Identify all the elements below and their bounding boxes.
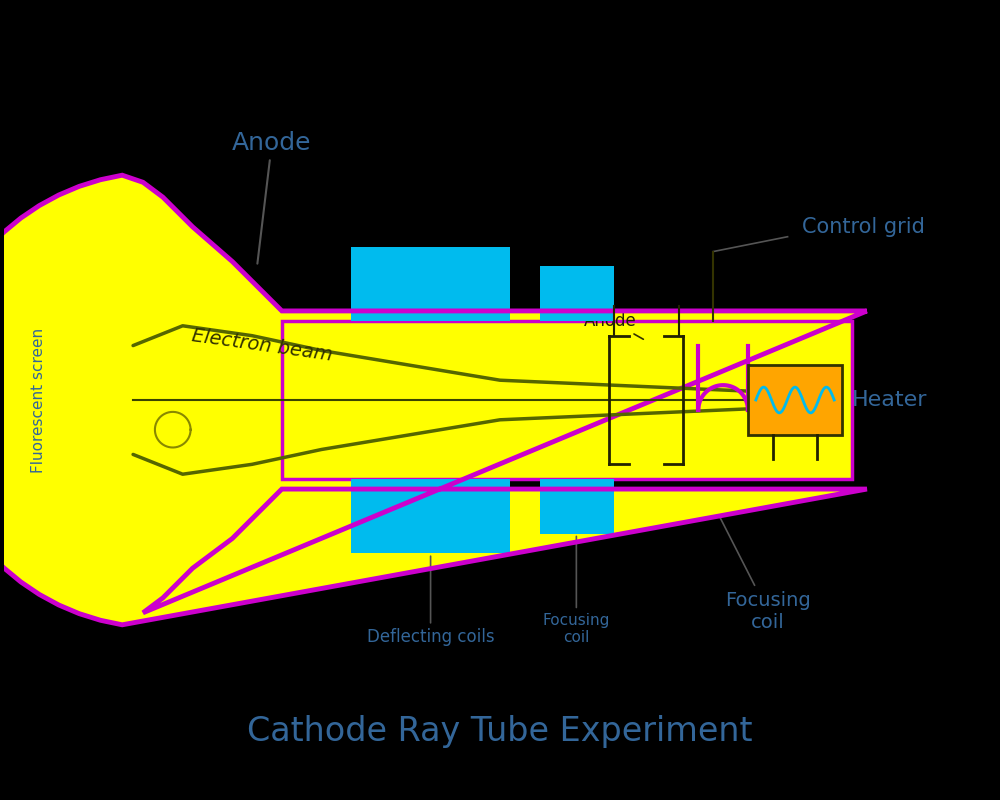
Text: Anode: Anode bbox=[232, 130, 312, 264]
Text: Deflecting coils: Deflecting coils bbox=[367, 556, 494, 646]
Polygon shape bbox=[0, 175, 867, 625]
Text: Focusing
coil: Focusing coil bbox=[719, 516, 811, 632]
Text: Fluorescent screen: Fluorescent screen bbox=[31, 327, 46, 473]
Text: Control grid: Control grid bbox=[802, 217, 925, 237]
Text: Focusing
coil: Focusing coil bbox=[543, 536, 610, 646]
Bar bbox=[351, 479, 510, 554]
Text: Electron beam: Electron beam bbox=[190, 326, 334, 365]
Text: Heater: Heater bbox=[852, 390, 928, 410]
Bar bbox=[540, 479, 614, 534]
Text: Cathode Ray Tube Experiment: Cathode Ray Tube Experiment bbox=[247, 715, 753, 748]
Bar bbox=[540, 266, 614, 321]
Bar bbox=[748, 366, 842, 434]
Text: Anode: Anode bbox=[584, 312, 643, 339]
Polygon shape bbox=[282, 321, 852, 479]
Bar bbox=[351, 246, 510, 321]
